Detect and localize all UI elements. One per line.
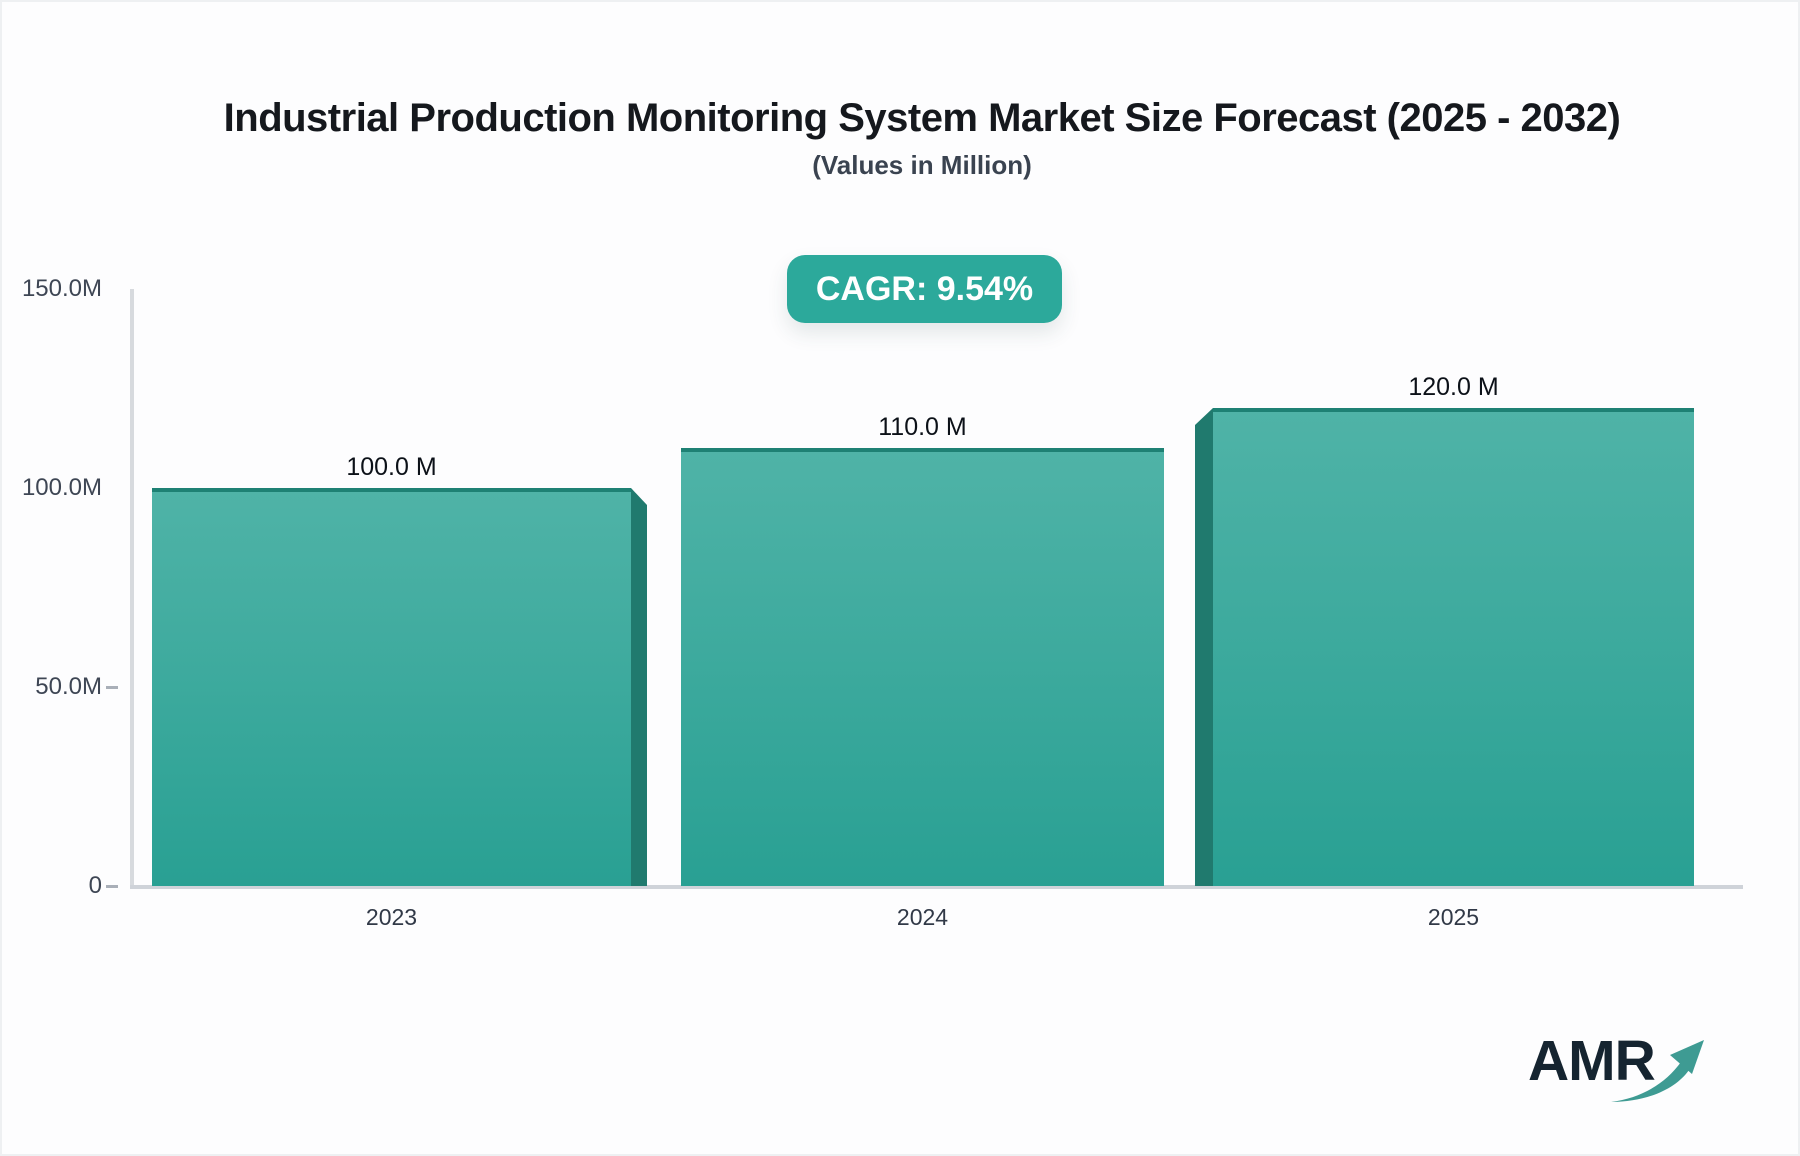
x-axis-label: 2024 bbox=[896, 904, 949, 930]
x-axis-label: 2025 bbox=[1427, 904, 1480, 930]
y-tick-label: 50.0M bbox=[35, 673, 102, 700]
bar-value-label: 100.0 M bbox=[346, 453, 437, 481]
y-tick-dash bbox=[106, 685, 118, 689]
amr-logo-text: AMR bbox=[1528, 1029, 1656, 1093]
y-tick-dash bbox=[106, 884, 118, 888]
y-tick-label: 100.0M bbox=[21, 474, 102, 501]
y-tick-label: 0 bbox=[88, 872, 102, 899]
cagr-badge: CAGR: 9.54% bbox=[787, 255, 1062, 323]
bar-3d-side bbox=[1195, 408, 1213, 886]
y-axis-line bbox=[130, 289, 134, 889]
bar-2024[interactable] bbox=[681, 448, 1164, 886]
bar-value-label: 110.0 M bbox=[878, 413, 967, 441]
cagr-badge-label: CAGR: 9.54% bbox=[815, 269, 1034, 308]
chart-title: Industrial Production Monitoring System … bbox=[223, 96, 1621, 140]
bar-3d-side bbox=[631, 488, 647, 886]
y-tick-label: 150.0M bbox=[21, 275, 102, 302]
bar-2025[interactable] bbox=[1213, 408, 1694, 886]
chart-subtitle: (Values in Million) bbox=[812, 150, 1032, 180]
bar-value-label: 120.0 M bbox=[1408, 373, 1499, 401]
x-axis-line bbox=[130, 885, 1743, 889]
amr-arrow-icon bbox=[1611, 1040, 1704, 1102]
amr-logo: AMR bbox=[1528, 1028, 1718, 1118]
x-axis-label: 2023 bbox=[365, 904, 418, 930]
bar-2023[interactable] bbox=[152, 488, 631, 886]
